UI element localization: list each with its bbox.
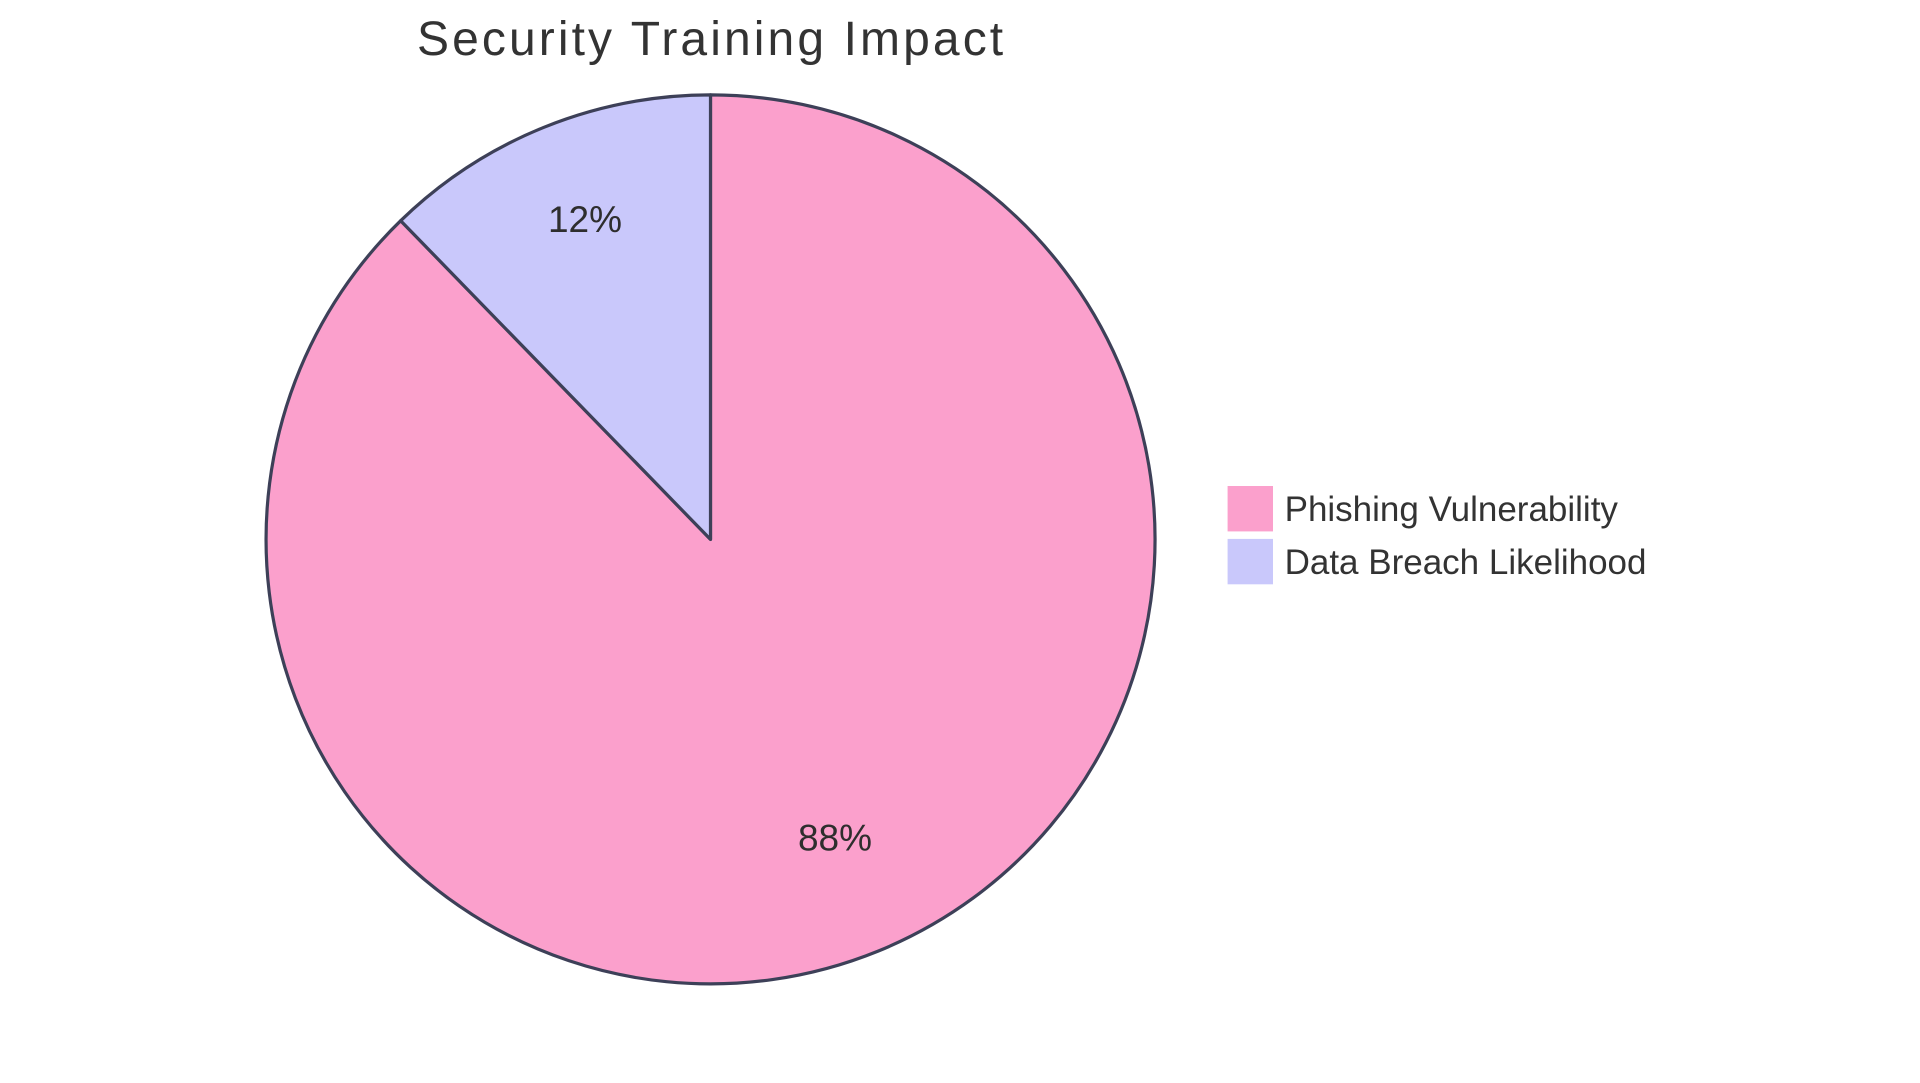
svg-text:Phishing Vulnerability: Phishing Vulnerability [1285, 490, 1619, 529]
svg-text:88%: 88% [798, 818, 872, 859]
svg-text:Security Training Impact: Security Training Impact [417, 13, 1006, 66]
svg-text:Data Breach Likelihood: Data Breach Likelihood [1285, 543, 1647, 582]
svg-text:12%: 12% [548, 199, 622, 240]
